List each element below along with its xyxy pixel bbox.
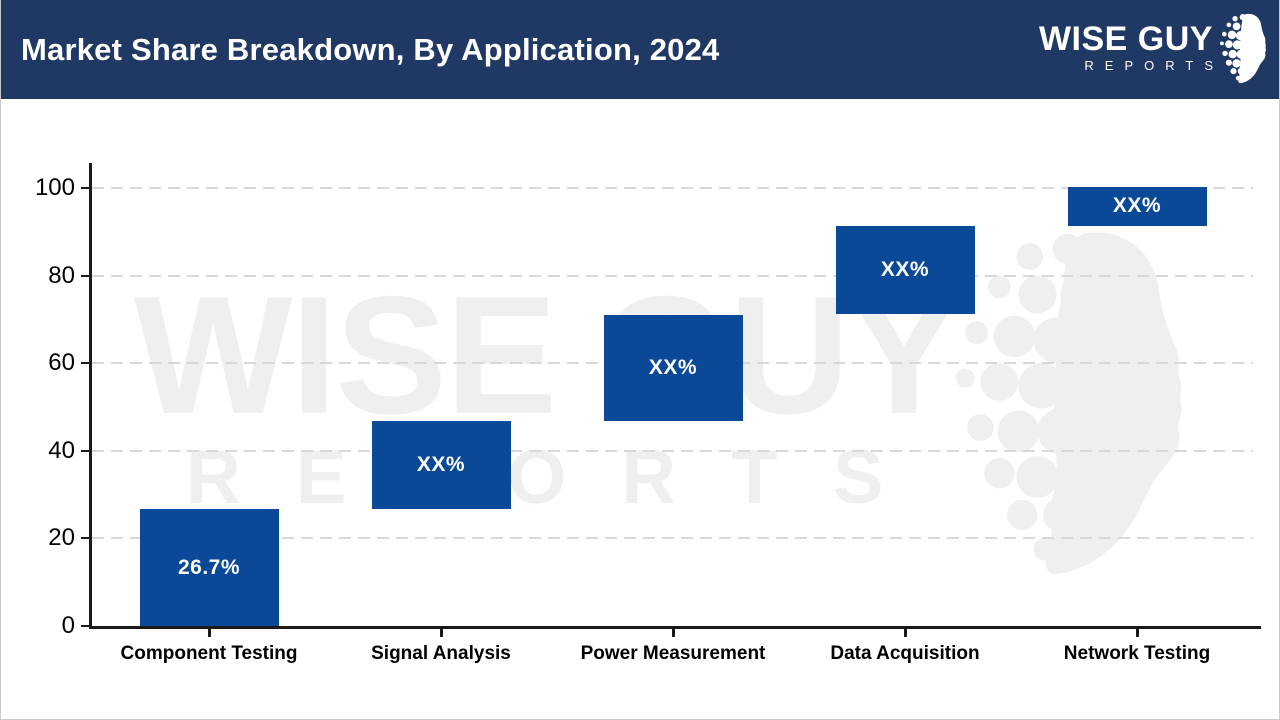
y-tick-label: 40 bbox=[48, 436, 75, 464]
bar-value-label: XX% bbox=[880, 258, 930, 282]
x-tick bbox=[1135, 629, 1139, 637]
logo-wordmark: WISE GUY bbox=[1038, 20, 1213, 58]
bar-network-testing: XX% bbox=[1067, 186, 1207, 227]
y-tick bbox=[81, 362, 89, 365]
bar-power-measurement: XX% bbox=[603, 314, 743, 421]
x-tick bbox=[207, 629, 211, 637]
y-tick bbox=[81, 625, 89, 627]
y-tick-label: 60 bbox=[48, 349, 75, 377]
x-tick bbox=[439, 629, 443, 637]
gridline-40 bbox=[92, 449, 1253, 452]
bar-component-testing: 26.7% bbox=[139, 509, 279, 626]
logo-text: WISE GUY REPORTS bbox=[1039, 22, 1213, 72]
bar-data-acquisition: XX% bbox=[835, 226, 975, 315]
gridline-100 bbox=[92, 187, 1253, 189]
bar-signal-analysis: XX% bbox=[371, 421, 511, 510]
x-axis bbox=[89, 626, 1261, 629]
x-tick bbox=[903, 629, 907, 637]
bar-value-label: XX% bbox=[648, 355, 698, 379]
category-label: Signal Analysis bbox=[371, 643, 511, 664]
bar-value-label: XX% bbox=[1112, 194, 1162, 218]
logo-head-icon bbox=[1215, 9, 1269, 87]
y-tick-label: 80 bbox=[48, 261, 75, 289]
header: Market Share Breakdown, By Application, … bbox=[1, 0, 1279, 99]
y-tick bbox=[81, 274, 89, 277]
gridline-20 bbox=[92, 537, 1253, 540]
bar-value-label: 26.7% bbox=[177, 555, 241, 579]
y-tick-label: 100 bbox=[34, 174, 75, 201]
bar-value-label: XX% bbox=[416, 453, 466, 477]
y-axis bbox=[89, 163, 92, 629]
y-tick-label: 20 bbox=[48, 524, 75, 552]
category-label: Network Testing bbox=[1063, 643, 1211, 664]
gridline-80 bbox=[92, 274, 1253, 277]
category-label: Component Testing bbox=[120, 643, 298, 664]
x-tick bbox=[671, 629, 675, 637]
page-title: Market Share Breakdown, By Application, … bbox=[21, 31, 720, 67]
category-label: Data Acquisition bbox=[830, 643, 980, 664]
y-tick bbox=[81, 187, 89, 189]
logo-subtext: REPORTS bbox=[1084, 58, 1224, 73]
y-tick-label: 0 bbox=[61, 612, 75, 639]
y-tick bbox=[81, 449, 89, 452]
y-tick bbox=[81, 537, 89, 540]
category-label: Power Measurement bbox=[580, 643, 766, 664]
